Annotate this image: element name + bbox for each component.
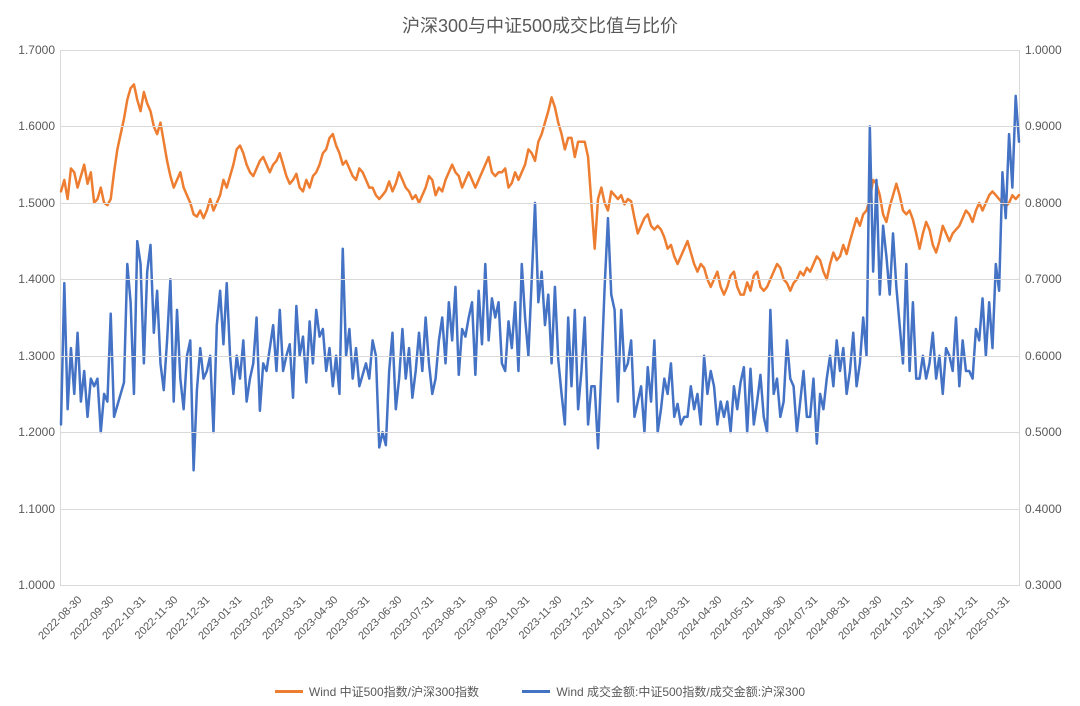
y-right-tick-label: 0.5000 — [1025, 425, 1062, 439]
gridline — [61, 356, 1019, 357]
legend-swatch-blue — [522, 690, 550, 693]
legend-label-1: Wind 成交金额:中证500指数/成交金额:沪深300 — [556, 683, 805, 700]
gridline — [61, 432, 1019, 433]
y-left-tick-label: 1.1000 — [18, 502, 55, 516]
gridline — [61, 279, 1019, 280]
y-left-tick-label: 1.7000 — [18, 43, 55, 57]
legend: Wind 中证500指数/沪深300指数 Wind 成交金额:中证500指数/成… — [0, 682, 1080, 700]
y-left-tick-label: 1.4000 — [18, 272, 55, 286]
legend-item-turnover: Wind 成交金额:中证500指数/成交金额:沪深300 — [522, 683, 805, 700]
y-left-tick-label: 1.0000 — [18, 578, 55, 592]
y-right-tick-label: 0.4000 — [1025, 502, 1062, 516]
gridline — [61, 203, 1019, 204]
y-left-tick-label: 1.6000 — [18, 119, 55, 133]
y-right-tick-label: 1.0000 — [1025, 43, 1062, 57]
y-left-tick-label: 1.3000 — [18, 349, 55, 363]
y-right-tick-label: 0.3000 — [1025, 578, 1062, 592]
y-right-tick-label: 0.6000 — [1025, 349, 1062, 363]
legend-item-ratio: Wind 中证500指数/沪深300指数 — [275, 683, 479, 700]
gridline — [61, 126, 1019, 127]
y-right-tick-label: 0.7000 — [1025, 272, 1062, 286]
y-right-tick-label: 0.9000 — [1025, 119, 1062, 133]
series-line-turnover-ratio — [61, 96, 1019, 471]
y-right-tick-label: 0.8000 — [1025, 196, 1062, 210]
legend-label-0: Wind 中证500指数/沪深300指数 — [309, 683, 479, 700]
gridline — [61, 509, 1019, 510]
chart-title: 沪深300与中证500成交比值与比价 — [0, 12, 1080, 38]
y-left-tick-label: 1.2000 — [18, 425, 55, 439]
chart-container: 沪深300与中证500成交比值与比价 1.00000.30001.10000.4… — [0, 0, 1080, 706]
gridline — [61, 50, 1019, 51]
chart-lines — [61, 50, 1019, 585]
legend-swatch-orange — [275, 690, 303, 693]
y-left-tick-label: 1.5000 — [18, 196, 55, 210]
plot-area: 1.00000.30001.10000.40001.20000.50001.30… — [60, 50, 1020, 586]
